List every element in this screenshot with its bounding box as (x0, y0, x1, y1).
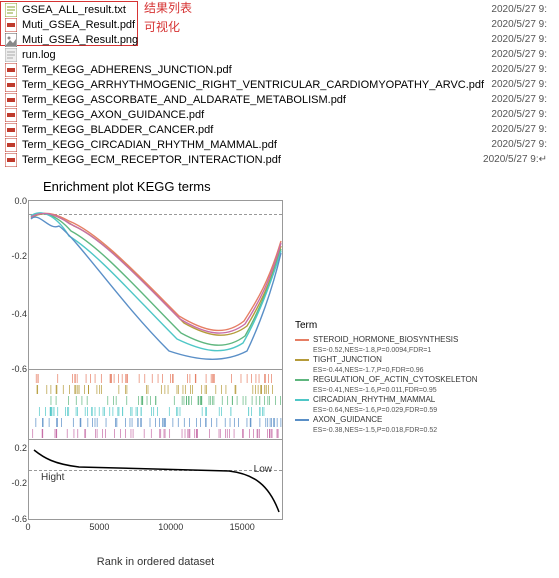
file-name: Term_KEGG_ADHERENS_JUNCTION.pdf (22, 64, 491, 76)
chart-title: Enrichment plot KEGG terms (43, 179, 549, 194)
y-tick: -0.4 (11, 309, 27, 319)
file-row[interactable]: Term_KEGG_ECM_RECEPTOR_INTERACTION.pdf20… (4, 152, 555, 167)
legend-swatch (295, 359, 309, 361)
legend-swatch (295, 379, 309, 381)
file-icon (4, 48, 18, 62)
legend-title: Term (295, 320, 477, 331)
file-list: 结果列表 可视化 GSEA_ALL_result.txt2020/5/27 9:… (0, 0, 559, 169)
file-name: Term_KEGG_ARRHYTHMOGENIC_RIGHT_VENTRICUL… (22, 79, 491, 91)
file-row[interactable]: Term_KEGG_ADHERENS_JUNCTION.pdf2020/5/27… (4, 62, 555, 77)
y-tick: -0.2 (11, 478, 27, 488)
legend-text: AXON_GUIDANCEES=-0.38,NES=-1.5,P=0.018,F… (313, 415, 437, 435)
file-date: 2020/5/27 9: (491, 49, 547, 60)
legend-text: STEROID_HORMONE_BIOSYNTHESISES=-0.52,NES… (313, 335, 458, 355)
file-date: 2020/5/27 9: (491, 109, 547, 120)
file-name: Term_KEGG_CIRCADIAN_RHYTHM_MAMMAL.pdf (22, 139, 491, 151)
file-date: 2020/5/27 9: (491, 139, 547, 150)
legend-text: REGULATION_OF_ACTIN_CYTOSKELETONES=-0.41… (313, 375, 477, 395)
legend-item: REGULATION_OF_ACTIN_CYTOSKELETONES=-0.41… (295, 375, 477, 395)
legend-text: CIRCADIAN_RHYTHM_MAMMALES=-0.64,NES=-1.6… (313, 395, 437, 415)
x-tick: 10000 (158, 522, 183, 532)
file-icon (4, 93, 18, 107)
file-row[interactable]: Term_KEGG_CIRCADIAN_RHYTHM_MAMMAL.pdf202… (4, 137, 555, 152)
file-date: 2020/5/27 9: (491, 4, 547, 15)
legend-item: AXON_GUIDANCEES=-0.38,NES=-1.5,P=0.018,F… (295, 415, 477, 435)
file-date: 2020/5/27 9: (491, 94, 547, 105)
legend-text: TIGHT_JUNCTIONES=-0.44,NES=-1.7,P=0,FDR=… (313, 355, 424, 375)
file-icon (4, 123, 18, 137)
y-tick: -0.2 (11, 251, 27, 261)
file-date: 2020/5/27 9: (491, 79, 547, 90)
file-name: run.log (22, 49, 491, 61)
file-icon (4, 108, 18, 122)
x-tick: 5000 (89, 522, 109, 532)
file-date: 2020/5/27 9:↵ (483, 154, 547, 165)
file-icon (4, 78, 18, 92)
file-name: Muti_GSEA_Result.pdf (22, 19, 491, 31)
rank-plot: 0.2-0.2-0.6 Rank Hight Low (28, 440, 283, 520)
y-tick: -0.6 (11, 364, 27, 374)
x-tick: 0 (25, 522, 30, 532)
file-name: Term_KEGG_ASCORBATE_AND_ALDARATE_METABOL… (22, 94, 491, 106)
file-icon (4, 63, 18, 77)
file-name: GSEA_ALL_result.txt (22, 4, 491, 16)
file-name: Muti_GSEA_Result.png (22, 34, 491, 46)
file-row[interactable]: Term_KEGG_BLADDER_CANCER.pdf2020/5/27 9: (4, 122, 555, 137)
file-icon (4, 153, 18, 167)
x-axis: 0 5000 10000 15000 (28, 520, 283, 540)
legend-swatch (295, 399, 309, 401)
file-icon (4, 3, 18, 17)
y-tick: 0.0 (14, 196, 27, 206)
x-label: Rank in ordered dataset (28, 556, 283, 568)
legend-item: STEROID_HORMONE_BIOSYNTHESISES=-0.52,NES… (295, 335, 477, 355)
es-plot: 0.0-0.2-0.4-0.6 Enrichment score (28, 200, 283, 370)
file-row[interactable]: GSEA_ALL_result.txt2020/5/27 9: (4, 2, 555, 17)
enrichment-chart: Enrichment plot KEGG terms 0.0-0.2-0.4-0… (0, 169, 559, 578)
file-icon (4, 18, 18, 32)
file-name: Term_KEGG_AXON_GUIDANCE.pdf (22, 109, 491, 121)
file-row[interactable]: Term_KEGG_ARRHYTHMOGENIC_RIGHT_VENTRICUL… (4, 77, 555, 92)
x-tick: 15000 (230, 522, 255, 532)
file-name: Term_KEGG_ECM_RECEPTOR_INTERACTION.pdf (22, 154, 483, 166)
plot-stack: 0.0-0.2-0.4-0.6 Enrichment score 0.2-0.2… (28, 200, 283, 568)
legend: Term STEROID_HORMONE_BIOSYNTHESISES=-0.5… (295, 320, 477, 435)
file-row[interactable]: Muti_GSEA_Result.png2020/5/27 9: (4, 32, 555, 47)
file-row[interactable]: Muti_GSEA_Result.pdf2020/5/27 9: (4, 17, 555, 32)
y-tick: 0.2 (14, 443, 27, 453)
legend-item: CIRCADIAN_RHYTHM_MAMMALES=-0.64,NES=-1.6… (295, 395, 477, 415)
file-date: 2020/5/27 9: (491, 64, 547, 75)
file-date: 2020/5/27 9: (491, 34, 547, 45)
legend-item: TIGHT_JUNCTIONES=-0.44,NES=-1.7,P=0,FDR=… (295, 355, 477, 375)
file-date: 2020/5/27 9: (491, 124, 547, 135)
file-name: Term_KEGG_BLADDER_CANCER.pdf (22, 124, 491, 136)
file-icon (4, 33, 18, 47)
file-row[interactable]: run.log2020/5/27 9: (4, 47, 555, 62)
rug-plot (28, 370, 283, 440)
file-row[interactable]: Term_KEGG_ASCORBATE_AND_ALDARATE_METABOL… (4, 92, 555, 107)
file-date: 2020/5/27 9: (491, 19, 547, 30)
file-row[interactable]: Term_KEGG_AXON_GUIDANCE.pdf2020/5/27 9: (4, 107, 555, 122)
legend-swatch (295, 419, 309, 421)
file-icon (4, 138, 18, 152)
legend-swatch (295, 339, 309, 341)
